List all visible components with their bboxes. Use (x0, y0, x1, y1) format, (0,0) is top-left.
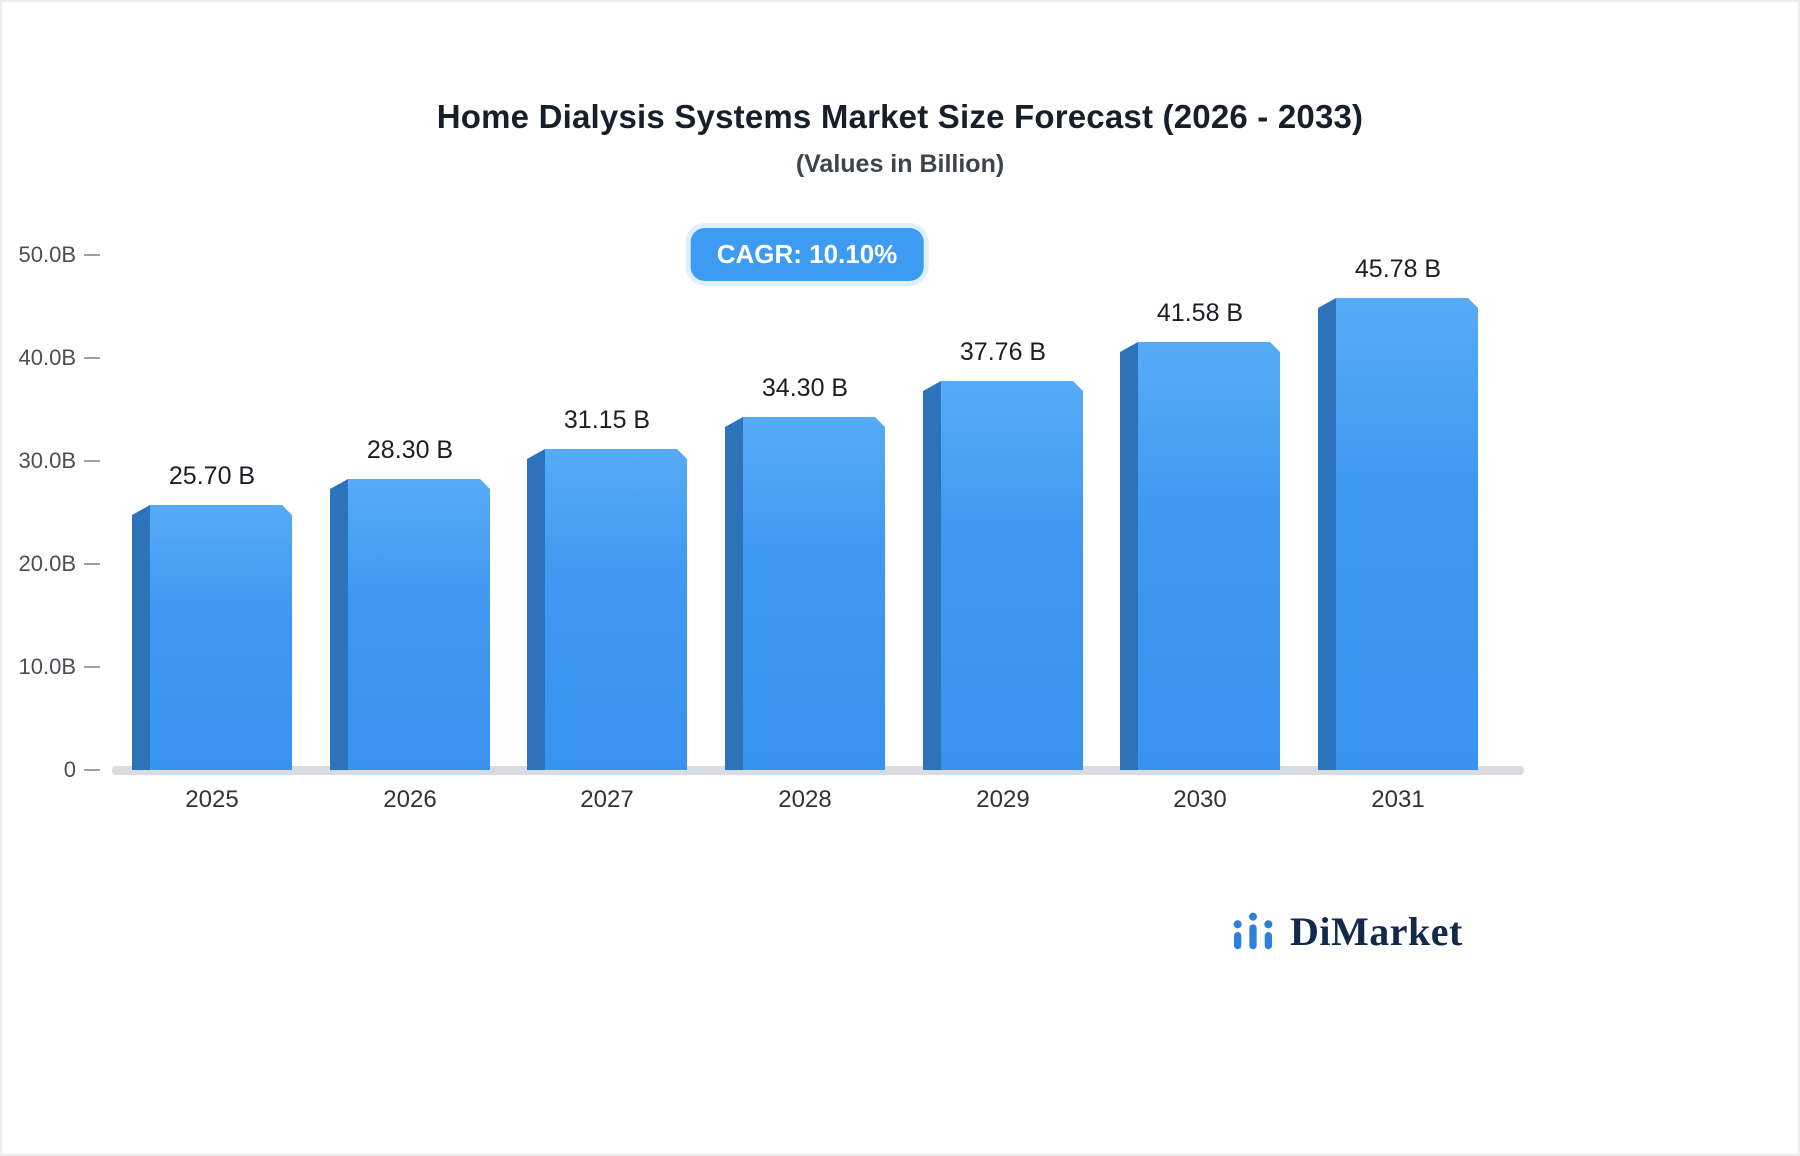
bar-front-face (348, 479, 490, 770)
y-tick-mark (84, 460, 100, 462)
bar-2031 (1318, 298, 1478, 770)
bar-value-label: 41.58 B (1156, 299, 1244, 327)
bar-side-face (1318, 308, 1336, 770)
x-tick-label-2025: 2025 (185, 786, 239, 813)
plot-area: 25.70 B 28.30 B 31.15 B 34.30 B 37.76 B 41.58… (112, 255, 1524, 770)
y-tick-label: 30.0B (18, 448, 77, 473)
bar-2029 (923, 381, 1083, 770)
bar-front-face (150, 505, 292, 770)
bar-2026 (330, 479, 490, 770)
y-tick-label: 40.0B (18, 345, 77, 370)
bar-front-face (1336, 298, 1478, 770)
bar-front-face (941, 381, 1083, 770)
y-tick-mark (84, 563, 100, 565)
bar-value-label: 37.76 B (959, 338, 1047, 366)
bar-side-face (330, 489, 348, 770)
y-axis: 0 10.0B 20.0B 30.0B 40.0B 50.0B (2, 242, 106, 782)
y-tick-mark (84, 357, 100, 359)
y-tick-label: 20.0B (18, 551, 77, 576)
bar-2028 (725, 417, 885, 770)
bar-side-face (1120, 352, 1138, 770)
brand-logo: DiMarket (1230, 908, 1463, 955)
bar-2030 (1120, 342, 1280, 770)
bar-top-bevel (1120, 342, 1138, 352)
y-tick-mark (84, 254, 100, 256)
bar-top-bevel (132, 505, 150, 515)
x-tick-label-2030: 2030 (1173, 786, 1227, 813)
bar-top-bevel (1318, 298, 1336, 308)
x-axis: 2025 2026 2027 2028 2029 2030 2031 (112, 786, 1524, 826)
bar-value-label: 25.70 B (168, 462, 256, 490)
y-tick-mark (84, 666, 100, 668)
y-tick-mark (84, 769, 100, 771)
bar-2027 (527, 449, 687, 770)
brand-logo-text: DiMarket (1290, 909, 1463, 954)
x-tick-label-2031: 2031 (1371, 786, 1425, 813)
x-tick-label-2029: 2029 (976, 786, 1030, 813)
y-tick-label: 10.0B (18, 654, 77, 679)
x-axis-baseline (112, 766, 1524, 775)
cagr-badge: CAGR: 10.10% (690, 228, 924, 281)
bar-value-label: 31.15 B (563, 406, 651, 434)
bar-2025 (132, 505, 292, 770)
bar-top-bevel (725, 417, 743, 427)
chart-title: Home Dialysis Systems Market Size Foreca… (436, 98, 1364, 135)
x-tick-label-2026: 2026 (383, 786, 437, 813)
y-tick-label: 50.0B (18, 242, 77, 267)
x-tick-label-2027: 2027 (580, 786, 634, 813)
bar-value-label: 45.78 B (1354, 255, 1442, 283)
bar-value-label: 28.30 B (366, 436, 454, 464)
bar-top-bevel (330, 479, 348, 489)
y-tick-label: 0 (63, 757, 76, 782)
bar-front-face (1138, 342, 1280, 770)
bar-top-bevel (527, 449, 545, 459)
bar-front-face (743, 417, 885, 770)
bar-value-label: 34.30 B (761, 374, 849, 402)
bar-top-bevel (923, 381, 941, 391)
bar-side-face (725, 427, 743, 770)
bar-front-face (545, 449, 687, 770)
bar-side-face (132, 515, 150, 770)
x-tick-label-2028: 2028 (778, 786, 832, 813)
bar-side-face (527, 459, 545, 770)
bar-side-face (923, 391, 941, 770)
bar-chart-logo-icon (1230, 909, 1276, 955)
chart-subtitle: (Values in Billion) (795, 150, 1005, 178)
